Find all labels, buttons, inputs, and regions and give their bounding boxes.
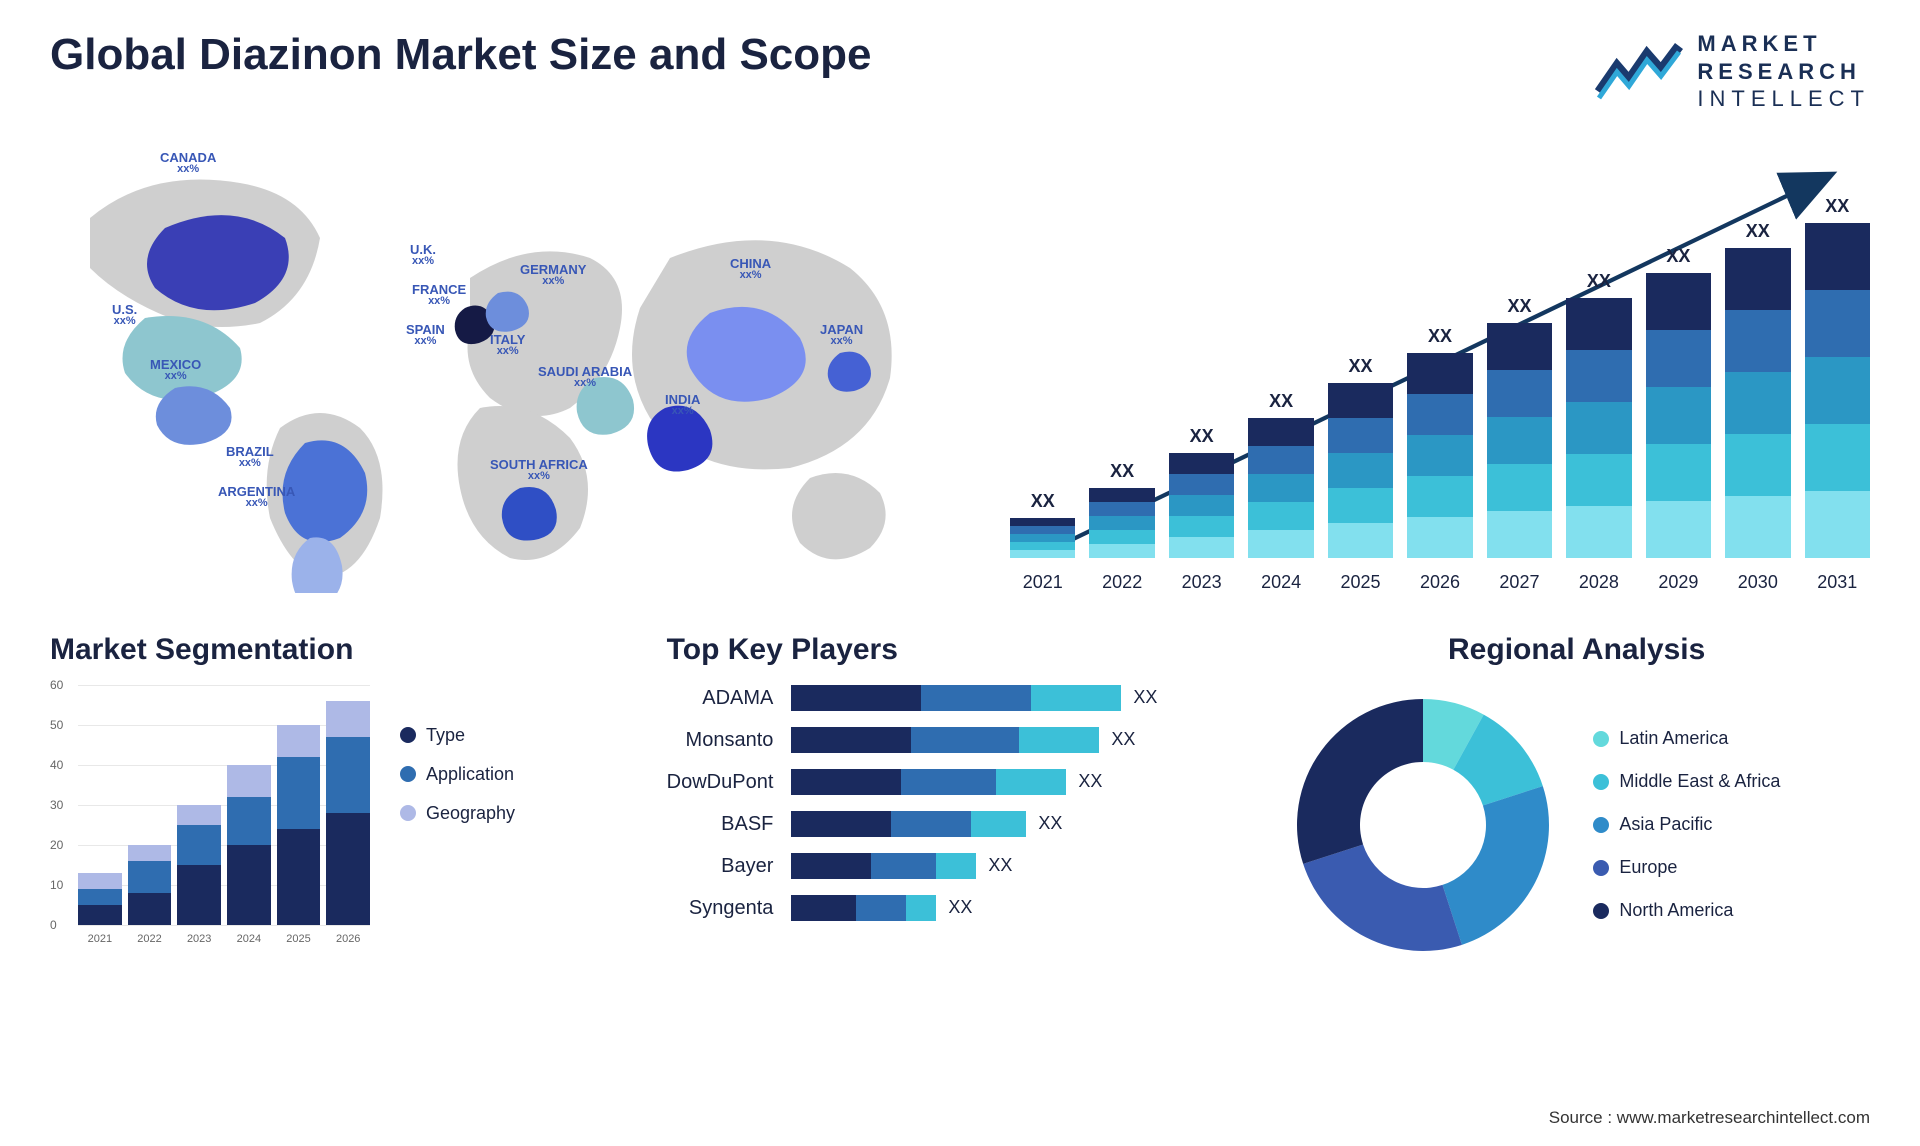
growth-value-label: XX xyxy=(1825,196,1849,217)
seg-bar-2021 xyxy=(78,873,122,925)
growth-year-label: 2022 xyxy=(1089,572,1154,593)
growth-value-label: XX xyxy=(1746,221,1770,242)
growth-year-label: 2029 xyxy=(1646,572,1711,593)
segmentation-panel: Market Segmentation 0102030405060 202120… xyxy=(50,633,637,965)
growth-bar-2026: XX xyxy=(1407,326,1472,558)
seg-bar-2024 xyxy=(227,765,271,925)
map-label-mexico: MEXICOxx% xyxy=(150,358,201,383)
regional-title: Regional Analysis xyxy=(1283,633,1870,667)
growth-value-label: XX xyxy=(1190,426,1214,447)
kp-label: ADAMA xyxy=(667,685,774,711)
logo-mark-icon xyxy=(1595,40,1683,102)
seg-bar-2025 xyxy=(277,725,321,925)
regional-panel: Regional Analysis Latin America Middle Ea… xyxy=(1283,633,1870,965)
kp-label: Bayer xyxy=(667,853,774,879)
growth-year-label: 2030 xyxy=(1725,572,1790,593)
regional-legend-item: Europe xyxy=(1593,857,1780,878)
donut-slice xyxy=(1297,699,1423,864)
kp-bar-row: XX xyxy=(791,853,1253,879)
kp-label: Syngenta xyxy=(667,895,774,921)
growth-bar-2028: XX xyxy=(1566,271,1631,558)
kp-bar-row: XX xyxy=(791,811,1253,837)
seg-bar-2023 xyxy=(177,805,221,925)
world-map-panel: CANADAxx% U.S.xx% MEXICOxx% BRAZILxx% ARGENT… xyxy=(50,143,930,593)
map-label-france: FRANCExx% xyxy=(412,283,466,308)
map-label-canada: CANADAxx% xyxy=(160,151,216,176)
seg-legend-item: Application xyxy=(400,764,515,785)
map-label-italy: ITALYxx% xyxy=(490,333,525,358)
seg-bar-2022 xyxy=(128,845,172,925)
map-label-argentina: ARGENTINAxx% xyxy=(218,485,295,510)
growth-value-label: XX xyxy=(1428,326,1452,347)
growth-bar-2025: XX xyxy=(1328,356,1393,558)
growth-bar-2029: XX xyxy=(1646,246,1711,558)
growth-value-label: XX xyxy=(1349,356,1373,377)
growth-bar-2031: XX xyxy=(1805,196,1870,558)
growth-year-label: 2023 xyxy=(1169,572,1234,593)
map-label-uk: U.K.xx% xyxy=(410,243,436,268)
map-label-china: CHINAxx% xyxy=(730,257,771,282)
regional-legend: Latin America Middle East & Africa Asia Pa… xyxy=(1593,728,1780,921)
growth-value-label: XX xyxy=(1110,461,1134,482)
growth-value-label: XX xyxy=(1031,491,1055,512)
growth-bar-2027: XX xyxy=(1487,296,1552,558)
logo-line3: INTELLECT xyxy=(1697,85,1870,113)
kp-bar-row: XX xyxy=(791,895,1253,921)
regional-legend-item: Latin America xyxy=(1593,728,1780,749)
donut-slice xyxy=(1443,786,1550,945)
map-label-india: INDIAxx% xyxy=(665,393,700,418)
kp-label: BASF xyxy=(667,811,774,837)
map-label-japan: JAPANxx% xyxy=(820,323,863,348)
regional-legend-item: Asia Pacific xyxy=(1593,814,1780,835)
map-label-germany: GERMANYxx% xyxy=(520,263,586,288)
logo-line2: RESEARCH xyxy=(1697,58,1870,86)
growth-year-label: 2024 xyxy=(1248,572,1313,593)
regional-legend-item: Middle East & Africa xyxy=(1593,771,1780,792)
key-players-title: Top Key Players xyxy=(667,633,1254,667)
kp-label: Monsanto xyxy=(667,727,774,753)
growth-bar-2030: XX xyxy=(1725,221,1790,558)
segmentation-chart: 0102030405060 202120222023202420252026 xyxy=(50,685,370,945)
growth-year-label: 2021 xyxy=(1010,572,1075,593)
map-label-brazil: BRAZILxx% xyxy=(226,445,274,470)
growth-bar-2024: XX xyxy=(1248,391,1313,558)
growth-bar-2021: XX xyxy=(1010,491,1075,558)
key-players-chart: XX XX XX XX XX XX xyxy=(791,685,1253,921)
growth-value-label: XX xyxy=(1587,271,1611,292)
map-label-spain: SPAINxx% xyxy=(406,323,445,348)
growth-value-label: XX xyxy=(1269,391,1293,412)
logo-line1: MARKET xyxy=(1697,30,1870,58)
map-label-southafrica: SOUTH AFRICAxx% xyxy=(490,458,588,483)
growth-year-label: 2031 xyxy=(1805,572,1870,593)
segmentation-legend: Type Application Geography xyxy=(400,685,515,945)
map-label-us: U.S.xx% xyxy=(112,303,137,328)
donut-slice xyxy=(1304,844,1463,951)
page-title: Global Diazinon Market Size and Scope xyxy=(50,30,872,80)
kp-bar-row: XX xyxy=(791,769,1253,795)
seg-legend-item: Type xyxy=(400,725,515,746)
growth-value-label: XX xyxy=(1666,246,1690,267)
growth-bar-chart: XX XX XX XX XX XX XX XX XX XX XX 2021 2022 2023 2024 2… xyxy=(1010,143,1870,593)
growth-bar-2022: XX xyxy=(1089,461,1154,558)
map-label-saudiarabia: SAUDI ARABIAxx% xyxy=(538,365,632,390)
growth-year-label: 2025 xyxy=(1328,572,1393,593)
regional-donut-chart xyxy=(1283,685,1563,965)
growth-bar-2023: XX xyxy=(1169,426,1234,558)
segmentation-title: Market Segmentation xyxy=(50,633,637,667)
kp-bar-row: XX xyxy=(791,727,1253,753)
key-players-panel: Top Key Players ADAMA Monsanto DowDuPont BA… xyxy=(667,633,1254,965)
brand-logo: MARKET RESEARCH INTELLECT xyxy=(1595,30,1870,113)
kp-label: DowDuPont xyxy=(667,769,774,795)
regional-legend-item: North America xyxy=(1593,900,1780,921)
kp-bar-row: XX xyxy=(791,685,1253,711)
seg-bar-2026 xyxy=(326,701,370,925)
growth-value-label: XX xyxy=(1507,296,1531,317)
source-attribution: Source : www.marketresearchintellect.com xyxy=(1549,1108,1870,1128)
growth-year-label: 2028 xyxy=(1566,572,1631,593)
growth-year-label: 2026 xyxy=(1407,572,1472,593)
seg-legend-item: Geography xyxy=(400,803,515,824)
growth-year-label: 2027 xyxy=(1487,572,1552,593)
